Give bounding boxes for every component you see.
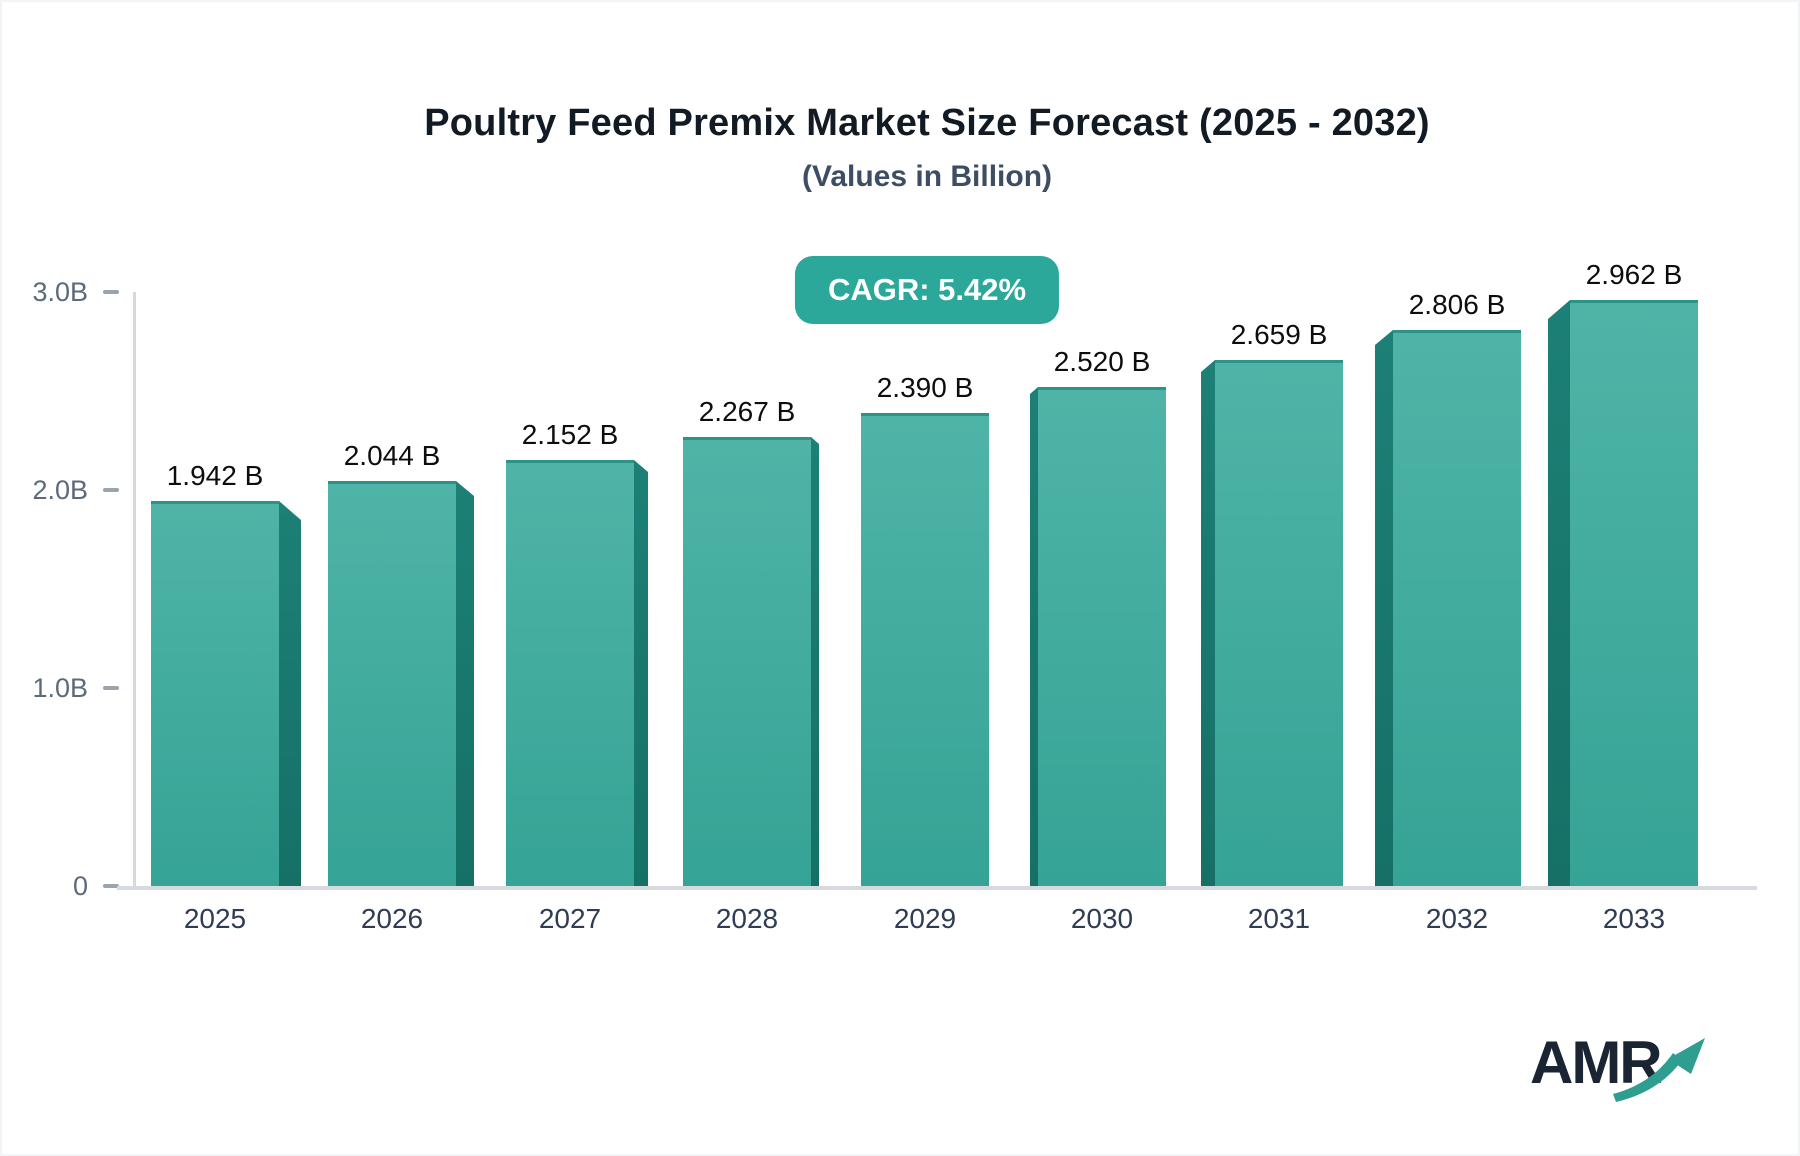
y-tick-dash (103, 686, 119, 690)
x-tick-label-2031: 2031 (1247, 903, 1311, 934)
bar-side-2028 (811, 437, 819, 886)
x-tick-label-2028: 2028 (715, 903, 779, 934)
bar-value-label-2032: 2.806 B (1408, 289, 1506, 320)
x-axis-baseline (117, 886, 1757, 890)
bar-side-2032 (1375, 330, 1393, 886)
cagr-badge-label: CAGR: 5.42% (827, 272, 1027, 307)
cagr-badge: CAGR: 5.42% (794, 256, 1060, 324)
bar-value-label-2026: 2.044 B (343, 440, 441, 471)
bar-2030 (1038, 387, 1166, 886)
y-tick-label: 0 (72, 871, 88, 901)
chart-subtitle: (Values in Billion) (801, 160, 1053, 193)
bar-2027 (506, 460, 634, 886)
growth-arrow-icon (1613, 1038, 1705, 1102)
y-tick-label: 3.0B (32, 277, 88, 307)
x-tick-label-2030: 2030 (1070, 903, 1134, 934)
y-tick-label: 2.0B (32, 475, 88, 505)
bar-value-label-2027: 2.152 B (521, 419, 619, 450)
bar-value-label-2028: 2.267 B (698, 396, 796, 427)
x-tick-label-2025: 2025 (183, 903, 247, 934)
bar-2032 (1393, 330, 1521, 886)
bar-2026 (328, 481, 456, 886)
y-tick-dash (103, 290, 119, 294)
bar-2025 (151, 501, 279, 886)
bar-value-label-2029: 2.390 B (876, 372, 974, 403)
x-tick-label-2027: 2027 (538, 903, 602, 934)
x-tick-label-2026: 2026 (360, 903, 424, 934)
y-tick-dash (103, 884, 119, 888)
bar-side-2031 (1201, 360, 1215, 886)
y-tick-dash (103, 488, 119, 492)
bar-side-2030 (1030, 387, 1038, 886)
x-tick-label-2032: 2032 (1425, 903, 1489, 934)
bar-value-label-2025: 1.942 B (166, 460, 264, 491)
amr-logo: AMR (1522, 1028, 1722, 1118)
x-tick-label-2029: 2029 (893, 903, 957, 934)
y-tick-label: 1.0B (32, 673, 88, 703)
chart-title: Poultry Feed Premix Market Size Forecast… (424, 102, 1430, 144)
bar-value-label-2033: 2.962 B (1585, 259, 1683, 290)
bar-side-2027 (634, 460, 648, 886)
bar-2031 (1215, 360, 1343, 886)
bar-2029 (861, 413, 989, 886)
bar-side-2026 (456, 481, 474, 886)
bar-2033 (1570, 300, 1698, 886)
bar-value-label-2030: 2.520 B (1053, 346, 1151, 377)
bar-value-label-2031: 2.659 B (1230, 319, 1328, 350)
bar-side-2025 (279, 501, 301, 886)
x-tick-label-2033: 2033 (1602, 903, 1666, 934)
y-axis-line (133, 292, 136, 886)
bar-side-2033 (1548, 300, 1570, 886)
bar-2028 (683, 437, 811, 886)
